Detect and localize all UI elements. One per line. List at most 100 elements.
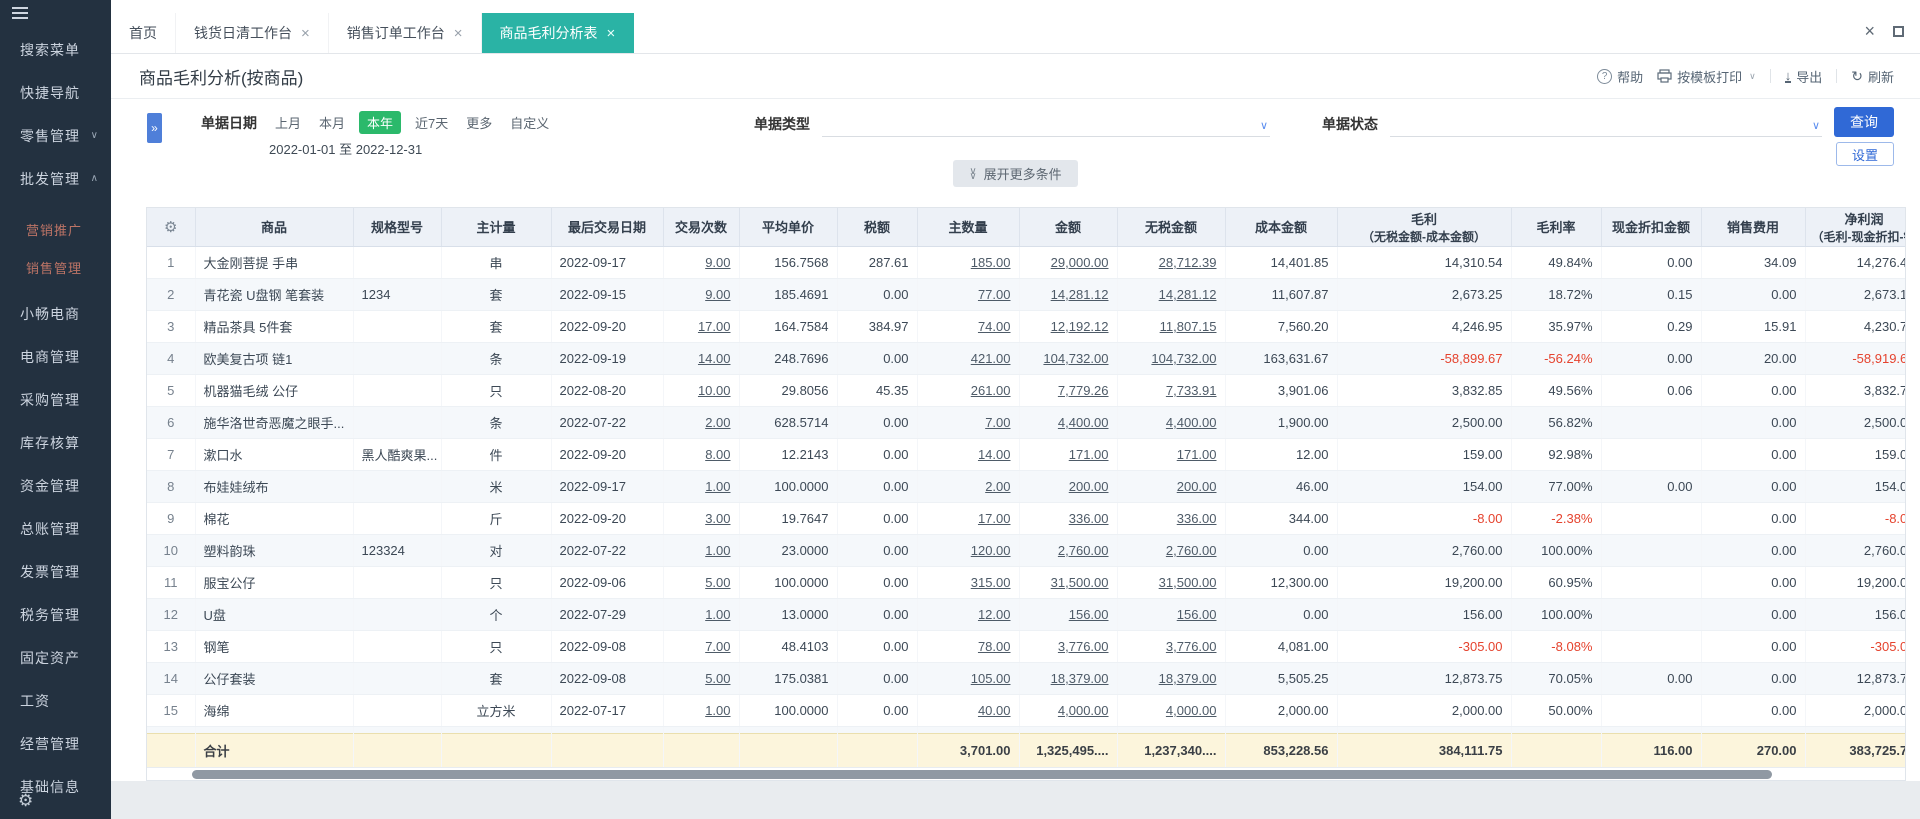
drilldown-link[interactable]: 18,379.00 (1158, 670, 1217, 686)
tab-close-icon[interactable]: × (453, 24, 463, 42)
drilldown-link[interactable]: 261.00 (970, 382, 1011, 398)
sidebar-item[interactable]: 发票管理 (0, 550, 111, 593)
date-range-value[interactable]: 2022-01-01 至 2022-12-31 (269, 142, 423, 157)
fullscreen-icon[interactable] (1893, 25, 1904, 37)
drilldown-link[interactable]: 336.00 (1068, 510, 1109, 526)
drilldown-link[interactable]: 2.00 (985, 478, 1011, 494)
tab[interactable]: 商品毛利分析表 × (481, 13, 635, 53)
drilldown-link[interactable]: 1.00 (705, 542, 731, 558)
doc-type-select[interactable]: ∨ (822, 111, 1270, 137)
drilldown-link[interactable]: 171.00 (1068, 446, 1109, 462)
drilldown-link[interactable]: 31,500.00 (1050, 574, 1109, 590)
drilldown-link[interactable]: 2.00 (705, 414, 731, 430)
sidebar-item[interactable]: 总账管理 (0, 507, 111, 550)
drilldown-link[interactable]: 2,760.00 (1165, 542, 1217, 558)
h-scrollbar-track[interactable] (147, 767, 1905, 780)
drilldown-link[interactable]: 1.00 (705, 478, 731, 494)
drilldown-link[interactable]: 105.00 (970, 670, 1011, 686)
doc-status-select[interactable]: ∨ (1390, 111, 1822, 137)
drilldown-link[interactable]: 17.00 (977, 510, 1011, 526)
date-option[interactable]: 本年 (359, 111, 402, 134)
sidebar-item[interactable]: 小畅电商 (0, 292, 111, 335)
drilldown-link[interactable]: 336.00 (1176, 510, 1217, 526)
settings-gear-icon[interactable]: ⚙ (18, 791, 34, 810)
drilldown-link[interactable]: 1.00 (705, 702, 731, 718)
drilldown-link[interactable]: 1.00 (705, 606, 731, 622)
drilldown-link[interactable]: 77.00 (977, 286, 1011, 302)
drilldown-link[interactable]: 7,733.91 (1165, 382, 1217, 398)
close-tabs-icon[interactable]: × (1864, 21, 1875, 41)
drilldown-link[interactable]: 11,807.15 (1159, 318, 1217, 334)
drilldown-link[interactable]: 4,400.00 (1057, 414, 1109, 430)
sidebar-item[interactable]: 营销推广 (0, 210, 111, 248)
drilldown-link[interactable]: 9.00 (705, 254, 731, 270)
settings-button[interactable]: 设置 (1836, 142, 1894, 166)
drilldown-link[interactable]: 17.00 (697, 318, 731, 334)
column-settings-gear-icon[interactable]: ⚙ (164, 218, 178, 236)
drilldown-link[interactable]: 78.00 (977, 638, 1011, 654)
h-scrollbar-thumb[interactable] (192, 770, 1772, 779)
refresh-button[interactable]: ↻ 刷新 (1851, 67, 1894, 85)
drilldown-link[interactable]: 8.00 (705, 446, 731, 462)
collapse-filter-button[interactable]: » (147, 113, 162, 143)
search-button[interactable]: 查询 (1834, 107, 1894, 137)
date-option[interactable]: 近7天 (415, 116, 449, 131)
drilldown-link[interactable]: 29,000.00 (1050, 254, 1109, 270)
sidebar-item[interactable]: 库存核算 (0, 421, 111, 464)
drilldown-link[interactable]: 185.00 (970, 254, 1011, 270)
sidebar-item[interactable]: 资金管理 (0, 464, 111, 507)
drilldown-link[interactable]: 31,500.00 (1158, 574, 1217, 590)
tab-close-icon[interactable]: × (301, 24, 310, 42)
drilldown-link[interactable]: 12,192.12 (1050, 318, 1109, 334)
sidebar-item[interactable]: 批发管理 ∧ (0, 157, 111, 200)
date-option[interactable]: 上月 (275, 116, 302, 131)
drilldown-link[interactable]: 40.00 (977, 702, 1011, 718)
print-by-template-button[interactable]: 按模板打印 ∨ (1657, 67, 1756, 86)
sidebar-item[interactable]: 固定资产 (0, 636, 111, 679)
tab[interactable]: 销售订单工作台 × (329, 13, 482, 53)
drilldown-link[interactable]: 3.00 (705, 510, 731, 526)
export-button[interactable]: ↓ 导出 (1784, 67, 1823, 85)
sidebar-item[interactable]: 基础信息 (0, 765, 111, 808)
drilldown-link[interactable]: 156.00 (1176, 606, 1217, 622)
drilldown-link[interactable]: 200.00 (1068, 478, 1109, 494)
drilldown-link[interactable]: 104,732.00 (1151, 350, 1217, 366)
drilldown-link[interactable]: 2,760.00 (1057, 542, 1109, 558)
drilldown-link[interactable]: 3,776.00 (1165, 638, 1217, 654)
drilldown-link[interactable]: 200.00 (1176, 478, 1217, 494)
expand-more-button[interactable]: ∨ ∨ 展开更多条件 (953, 160, 1078, 187)
drilldown-link[interactable]: 12.00 (977, 606, 1011, 622)
drilldown-link[interactable]: 4,000.00 (1057, 702, 1109, 718)
sidebar-item[interactable]: 经营管理 (0, 722, 111, 765)
sidebar-item[interactable]: 零售管理 ∨ (0, 114, 111, 157)
tab[interactable]: 钱货日清工作台 × (176, 13, 329, 53)
drilldown-link[interactable]: 3,776.00 (1057, 638, 1109, 654)
drilldown-link[interactable]: 14,281.12 (1158, 286, 1217, 302)
drilldown-link[interactable]: 28,712.39 (1158, 254, 1217, 270)
drilldown-link[interactable]: 120.00 (970, 542, 1011, 558)
date-option[interactable]: 更多 (466, 116, 493, 131)
date-option[interactable]: 本月 (319, 116, 346, 131)
drilldown-link[interactable]: 421.00 (970, 350, 1011, 366)
drilldown-link[interactable]: 14.00 (697, 350, 731, 366)
drilldown-link[interactable]: 7.00 (705, 638, 731, 654)
sidebar-item[interactable]: 采购管理 (0, 378, 111, 421)
sidebar-item[interactable]: 销售管理 (0, 248, 111, 286)
date-option[interactable]: 自定义 (510, 116, 550, 131)
drilldown-link[interactable]: 10.00 (697, 382, 731, 398)
sidebar-item[interactable]: 快捷导航 (0, 71, 111, 114)
hamburger-menu-icon[interactable] (12, 7, 28, 19)
drilldown-link[interactable]: 74.00 (977, 318, 1011, 334)
drilldown-link[interactable]: 9.00 (705, 286, 731, 302)
sidebar-item[interactable]: 工资 (0, 679, 111, 722)
drilldown-link[interactable]: 4,000.00 (1165, 702, 1217, 718)
drilldown-link[interactable]: 156.00 (1068, 606, 1109, 622)
drilldown-link[interactable]: 4,400.00 (1165, 414, 1217, 430)
tab-close-icon[interactable]: × (606, 24, 616, 42)
drilldown-link[interactable]: 7,779.26 (1057, 382, 1109, 398)
drilldown-link[interactable]: 14,281.12 (1050, 286, 1109, 302)
sidebar-item[interactable]: 电商管理 (0, 335, 111, 378)
drilldown-link[interactable]: 315.00 (970, 574, 1011, 590)
drilldown-link[interactable]: 18,379.00 (1050, 670, 1109, 686)
drilldown-link[interactable]: 5.00 (705, 574, 731, 590)
